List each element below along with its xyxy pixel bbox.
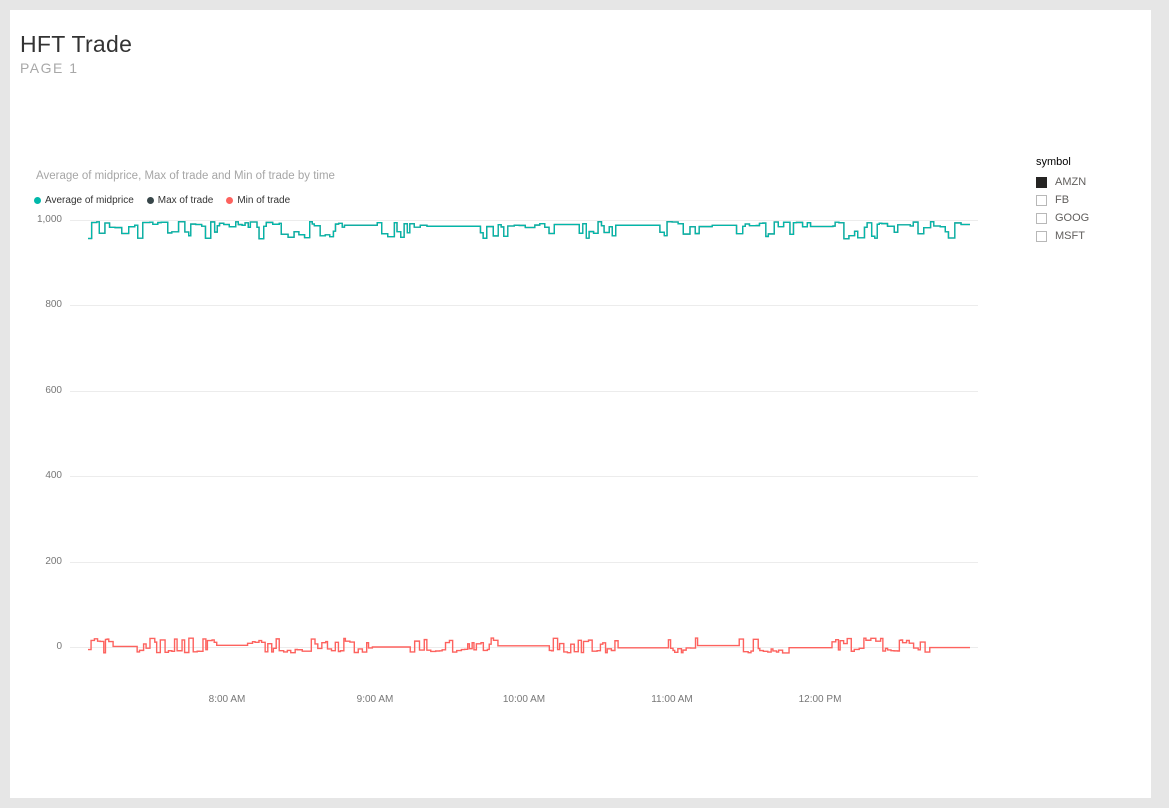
y-axis-tick: 1,000 xyxy=(36,214,62,225)
slicer-item-label: FB xyxy=(1055,194,1070,206)
gridline xyxy=(70,220,978,221)
x-axis-tick: 11:00 AM xyxy=(651,694,693,705)
legend-dot-icon xyxy=(226,197,234,204)
y-axis-tick: 0 xyxy=(56,641,62,652)
chart-title: Average of midprice, Max of trade and Mi… xyxy=(36,170,335,182)
y-axis-tick: 400 xyxy=(45,470,62,481)
slicer-item-goog[interactable]: GOOG xyxy=(1036,212,1146,224)
checkbox-icon[interactable] xyxy=(1036,176,1047,188)
gridline xyxy=(70,305,978,306)
gridline xyxy=(70,476,978,477)
legend-item-label: Max of trade xyxy=(157,195,214,206)
gridline xyxy=(70,647,978,648)
slicer-item-fb[interactable]: FB xyxy=(1036,194,1146,206)
slicer-item-label: MSFT xyxy=(1055,230,1085,242)
slicer-title: symbol xyxy=(1036,156,1071,168)
gridline xyxy=(70,391,978,392)
y-axis-tick: 200 xyxy=(45,556,62,567)
x-axis-tick: 8:00 AM xyxy=(208,694,246,705)
symbol-slicer: symbol AMZN FB GOOG MSFT xyxy=(1036,156,1146,248)
checkbox-icon[interactable] xyxy=(1036,230,1047,242)
legend-dot-icon xyxy=(146,197,154,204)
slicer-item-msft[interactable]: MSFT xyxy=(1036,230,1146,242)
legend-item-label: Average of midprice xyxy=(45,195,134,206)
page-title: HFT Trade xyxy=(20,31,133,57)
report-canvas: HFT Trade PAGE 1 Average of midprice, Ma… xyxy=(10,10,1151,798)
chart-legend: Average of midprice Max of trade Min of … xyxy=(34,195,290,206)
slicer-item-amzn[interactable]: AMZN xyxy=(1036,176,1146,188)
legend-item-average-of-midprice[interactable]: Average of midprice xyxy=(34,195,134,206)
x-axis-tick: 10:00 AM xyxy=(502,694,546,705)
legend-item-max-of-trade[interactable]: Max of trade xyxy=(146,195,214,206)
legend-item-min-of-trade[interactable]: Min of trade xyxy=(226,195,290,206)
gridline xyxy=(70,562,978,563)
checkbox-icon[interactable] xyxy=(1036,212,1047,224)
page-subtitle: PAGE 1 xyxy=(20,60,79,76)
chart-plot-area[interactable] xyxy=(70,212,978,662)
y-axis-tick: 800 xyxy=(45,299,62,310)
slicer-item-label: GOOG xyxy=(1055,212,1090,224)
x-axis-tick: 12:00 PM xyxy=(798,694,842,705)
legend-dot-icon xyxy=(34,197,41,204)
slicer-item-label: AMZN xyxy=(1055,176,1087,188)
x-axis-tick: 9:00 AM xyxy=(356,694,394,705)
legend-item-label: Min of trade xyxy=(237,195,291,206)
y-axis-tick: 600 xyxy=(45,385,62,396)
checkbox-icon[interactable] xyxy=(1036,194,1047,206)
